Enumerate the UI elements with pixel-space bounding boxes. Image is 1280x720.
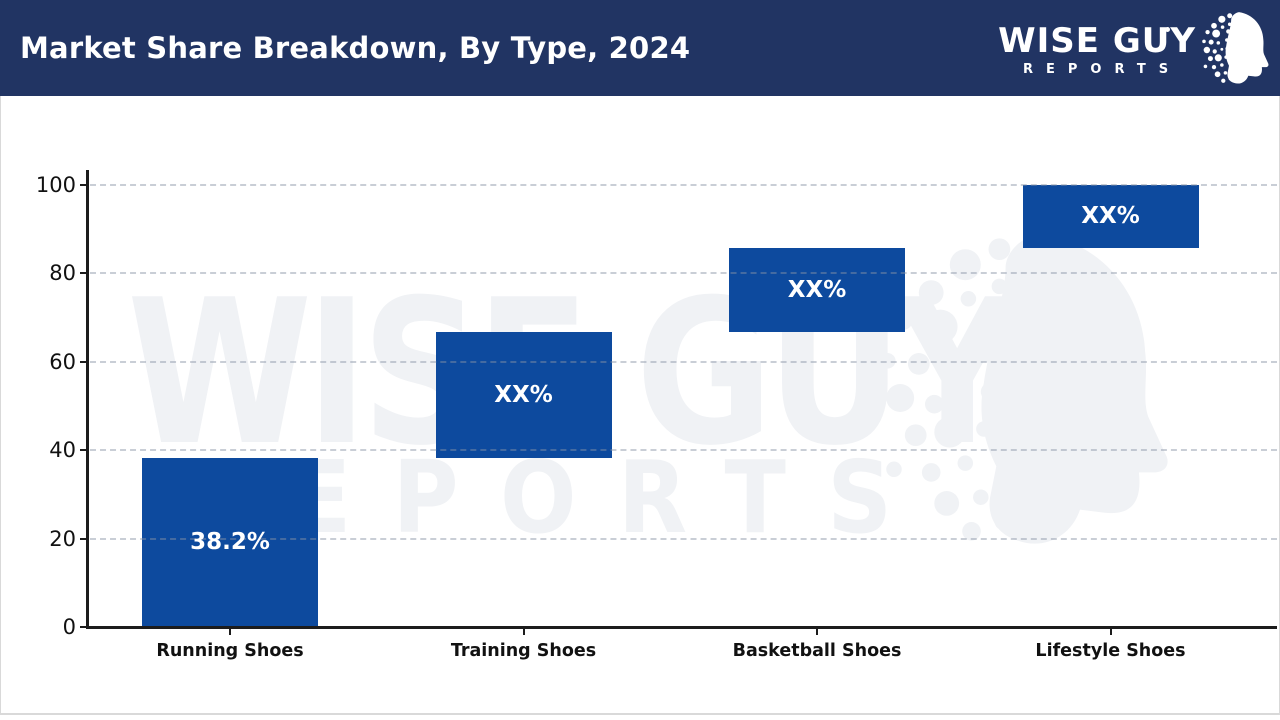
logo-wordmark: WISE GUY: [998, 23, 1196, 60]
bar-value-label: XX%: [787, 277, 847, 304]
y-tick-label: 20: [49, 526, 76, 551]
y-tick-mark: [80, 449, 88, 451]
y-tick-label: 80: [49, 261, 76, 285]
x-tick-mark: [229, 628, 231, 635]
y-tick-label: 100: [35, 172, 76, 197]
gridline: [90, 183, 1277, 186]
bar-value-label: XX%: [1081, 203, 1140, 230]
gridline: [90, 360, 1277, 363]
y-tick-mark: [80, 360, 88, 363]
x-axis-line: [86, 626, 1277, 629]
y-tick-label: 60: [49, 349, 76, 374]
bar-value-label: 38.2%: [190, 529, 270, 556]
x-tick-mark: [522, 628, 525, 635]
y-tick-label: 40: [49, 438, 76, 462]
logo-text-block: WISE GUY REPORTS: [998, 23, 1196, 77]
gridline: [90, 272, 1277, 274]
y-tick-mark: [80, 183, 88, 186]
y-axis-line: [86, 170, 89, 629]
x-category-label: Lifestyle Shoes: [1035, 641, 1186, 661]
y-tick-mark: [80, 626, 88, 628]
x-tick-mark: [1109, 628, 1112, 635]
x-tick-mark: [816, 628, 818, 635]
bar-segment: [1022, 184, 1199, 249]
wise-guy-logo: WISE GUY REPORTS: [998, 8, 1270, 92]
x-category-label: Running Shoes: [156, 641, 304, 661]
bar-value-label: XX%: [494, 382, 553, 409]
logo-dot-icon: [1165, 27, 1170, 33]
bar-segment: [435, 332, 612, 458]
gridline: [90, 449, 1277, 451]
x-category-label: Basketball Shoes: [732, 641, 902, 661]
header-bar: Market Share Breakdown, By Type, 2024 WI…: [0, 0, 1280, 96]
y-tick-mark: [80, 537, 88, 540]
bar-segment: [729, 248, 905, 333]
logo-subtext: REPORTS: [1023, 61, 1182, 77]
page-title: Market Share Breakdown, By Type, 2024: [20, 31, 691, 65]
y-tick-label: 0: [62, 615, 76, 639]
y-tick-mark: [80, 272, 88, 274]
wise-guy-head-icon: [1202, 12, 1269, 84]
logo-wordmark-text: WISE GUY: [998, 21, 1196, 62]
gridline: [90, 537, 1277, 540]
x-category-label: Training Shoes: [450, 641, 597, 661]
bar-segment: [142, 457, 318, 627]
